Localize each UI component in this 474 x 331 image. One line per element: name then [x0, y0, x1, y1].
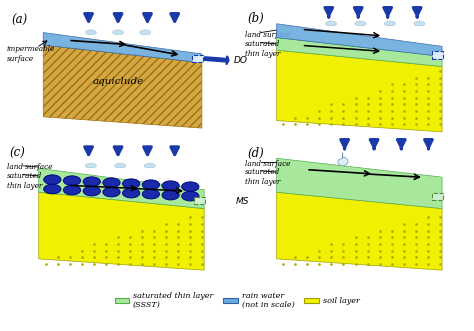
- Polygon shape: [140, 30, 151, 35]
- FancyBboxPatch shape: [432, 193, 443, 200]
- Polygon shape: [85, 30, 96, 35]
- Polygon shape: [326, 21, 337, 26]
- Polygon shape: [39, 192, 204, 270]
- Circle shape: [103, 187, 120, 197]
- Text: aquiclude: aquiclude: [92, 77, 144, 86]
- Circle shape: [182, 191, 199, 201]
- Circle shape: [123, 179, 140, 188]
- Polygon shape: [384, 21, 395, 26]
- Text: MS: MS: [236, 197, 249, 206]
- Circle shape: [83, 177, 100, 186]
- Text: land surface: land surface: [7, 163, 53, 171]
- Text: (a): (a): [11, 14, 28, 27]
- Circle shape: [44, 184, 61, 194]
- Circle shape: [64, 185, 81, 195]
- Circle shape: [162, 181, 179, 190]
- Text: (c): (c): [9, 147, 25, 160]
- Polygon shape: [355, 21, 366, 26]
- Text: saturated
thin layer: saturated thin layer: [7, 172, 42, 190]
- Text: (d): (d): [247, 147, 264, 160]
- Circle shape: [142, 189, 160, 199]
- Circle shape: [182, 182, 199, 191]
- Circle shape: [83, 186, 100, 196]
- Text: DO: DO: [234, 56, 247, 65]
- Polygon shape: [277, 192, 442, 270]
- Polygon shape: [43, 32, 202, 63]
- FancyBboxPatch shape: [194, 197, 205, 204]
- Circle shape: [162, 190, 179, 200]
- Circle shape: [103, 178, 120, 187]
- Polygon shape: [277, 24, 442, 57]
- Polygon shape: [277, 158, 442, 209]
- Text: (b): (b): [247, 13, 264, 25]
- Polygon shape: [277, 50, 442, 132]
- Polygon shape: [144, 163, 155, 168]
- Text: land surface: land surface: [245, 31, 290, 39]
- Text: saturated
thin layer: saturated thin layer: [245, 168, 280, 186]
- Text: impermeable
surface: impermeable surface: [7, 45, 55, 63]
- Circle shape: [123, 188, 140, 198]
- Circle shape: [64, 176, 81, 185]
- Polygon shape: [338, 153, 348, 166]
- FancyBboxPatch shape: [191, 55, 203, 62]
- Polygon shape: [414, 21, 425, 26]
- Polygon shape: [43, 45, 202, 128]
- Circle shape: [142, 180, 160, 189]
- Text: land surface: land surface: [245, 160, 290, 167]
- Polygon shape: [277, 38, 442, 67]
- Polygon shape: [112, 30, 124, 35]
- Legend: saturated thin layer
(SSST), rain water
(not in scale), soil layer: saturated thin layer (SSST), rain water …: [111, 289, 363, 312]
- Polygon shape: [39, 168, 204, 209]
- FancyBboxPatch shape: [432, 51, 443, 59]
- Circle shape: [44, 175, 61, 184]
- Text: saturated
thin layer: saturated thin layer: [245, 40, 280, 58]
- Polygon shape: [115, 163, 126, 168]
- Polygon shape: [85, 163, 96, 168]
